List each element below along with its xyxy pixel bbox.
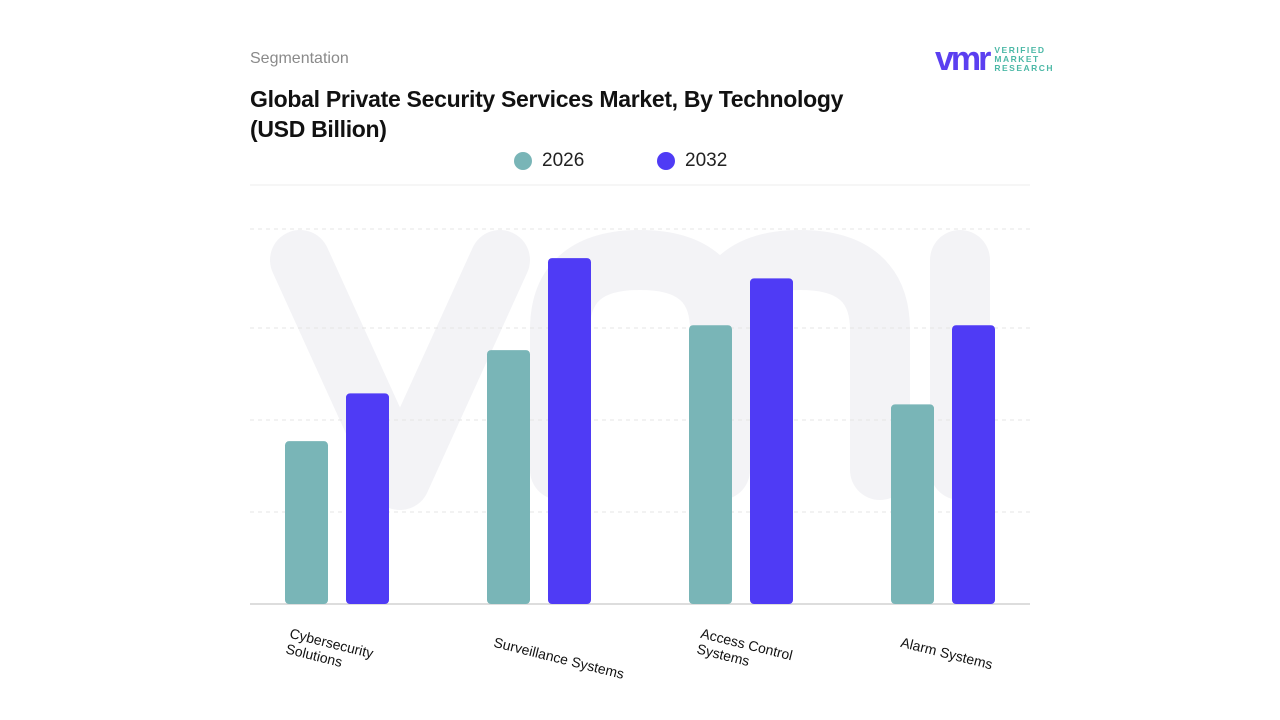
watermark-v-shape — [270, 230, 530, 510]
legend-label: 2032 — [685, 150, 728, 171]
logo-text: MARKET — [994, 53, 1040, 64]
vmr-logo: vmr VERIFIED MARKET RESEARCH — [935, 40, 1055, 78]
legend-item-2032: 2032 — [657, 150, 727, 172]
bar-2026 — [891, 404, 934, 604]
legend-item-2026: 2026 — [514, 150, 584, 172]
legend-swatch — [657, 152, 675, 170]
bar-2026 — [689, 325, 732, 604]
title-line-2: (USD Billion) — [250, 116, 387, 142]
title-line-1: Global Private Security Services Market,… — [250, 86, 844, 112]
logo-text: VERIFIED — [994, 44, 1046, 55]
bar-2032 — [548, 258, 591, 604]
legend-label: 2026 — [542, 150, 585, 171]
logo-text: RESEARCH — [994, 62, 1055, 73]
bar-2032 — [952, 325, 995, 604]
logo-mark: vmr — [935, 40, 991, 78]
bar-2026 — [487, 350, 530, 604]
bar-2032 — [346, 393, 389, 604]
watermark — [270, 230, 990, 510]
chart-title: Global Private Security Services Market,… — [250, 84, 843, 144]
bar-2032 — [750, 278, 793, 604]
legend-swatch — [514, 152, 532, 170]
bar-2026 — [285, 441, 328, 604]
section-label: Segmentation — [250, 50, 349, 67]
